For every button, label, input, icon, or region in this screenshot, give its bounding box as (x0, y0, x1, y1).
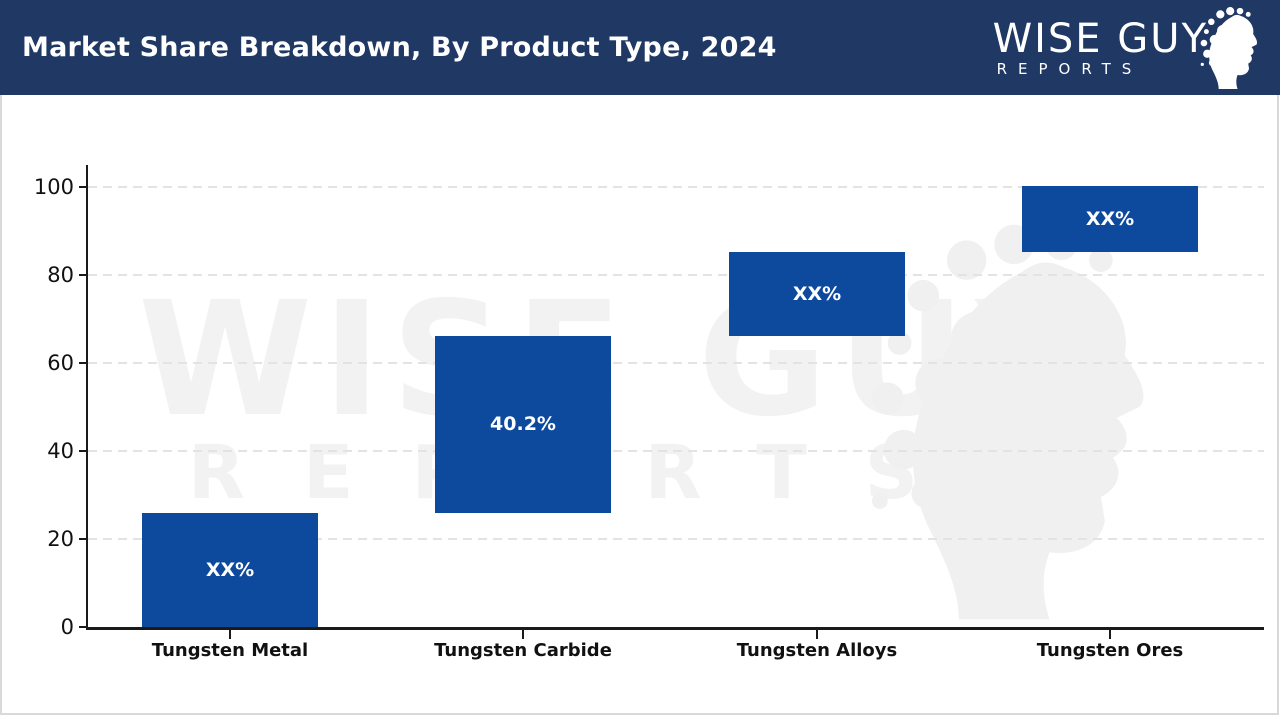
y-tick-mark (79, 538, 88, 540)
header: Market Share Breakdown, By Product Type,… (0, 0, 1280, 95)
brand-head-icon (1200, 7, 1258, 89)
page-title: Market Share Breakdown, By Product Type,… (22, 32, 777, 63)
x-axis-line (86, 627, 1264, 630)
x-category-label: Tungsten Carbide (434, 640, 612, 661)
x-tick-mark (1109, 630, 1111, 639)
y-axis-line (86, 165, 88, 629)
gridline (88, 538, 1264, 540)
x-category-label: Tungsten Metal (151, 640, 309, 661)
y-tick-mark (79, 186, 88, 188)
brand-subname: REPORTS (996, 60, 1143, 78)
y-tick-label: 100 (33, 175, 74, 199)
bar: XX% (1022, 186, 1198, 252)
gridline (88, 186, 1264, 188)
x-category-label: Tungsten Alloys (736, 640, 898, 661)
gridline (88, 274, 1264, 276)
bar-value-label: XX% (1085, 207, 1135, 230)
bar: XX% (729, 251, 905, 336)
y-tick-label: 0 (60, 615, 74, 639)
y-tick-mark (79, 450, 88, 452)
x-tick-mark (816, 630, 818, 639)
y-tick-mark (79, 274, 88, 276)
y-tick-label: 40 (47, 439, 74, 463)
brand-name: WISE GUY (992, 16, 1208, 62)
x-tick-mark (229, 630, 231, 639)
brand-logo: WISE GUY REPORTS (993, 6, 1264, 90)
x-tick-mark (522, 630, 524, 639)
y-tick-mark (79, 362, 88, 364)
bar: XX% (142, 512, 318, 627)
y-tick-label: 20 (47, 527, 74, 551)
bar: 40.2% (435, 335, 611, 513)
x-category-label: Tungsten Ores (1036, 640, 1184, 661)
watermark-head-icon (871, 224, 1144, 620)
bar-value-label: 40.2% (490, 413, 556, 436)
bar-value-label: XX% (792, 282, 842, 305)
gridline (88, 450, 1264, 452)
bar-value-label: XX% (205, 558, 255, 581)
y-tick-mark (79, 626, 88, 628)
y-tick-label: 60 (47, 351, 74, 375)
gridline (88, 362, 1264, 364)
y-tick-label: 80 (47, 263, 74, 287)
brand-logo-text: WISE GUY REPORTS (993, 18, 1208, 78)
